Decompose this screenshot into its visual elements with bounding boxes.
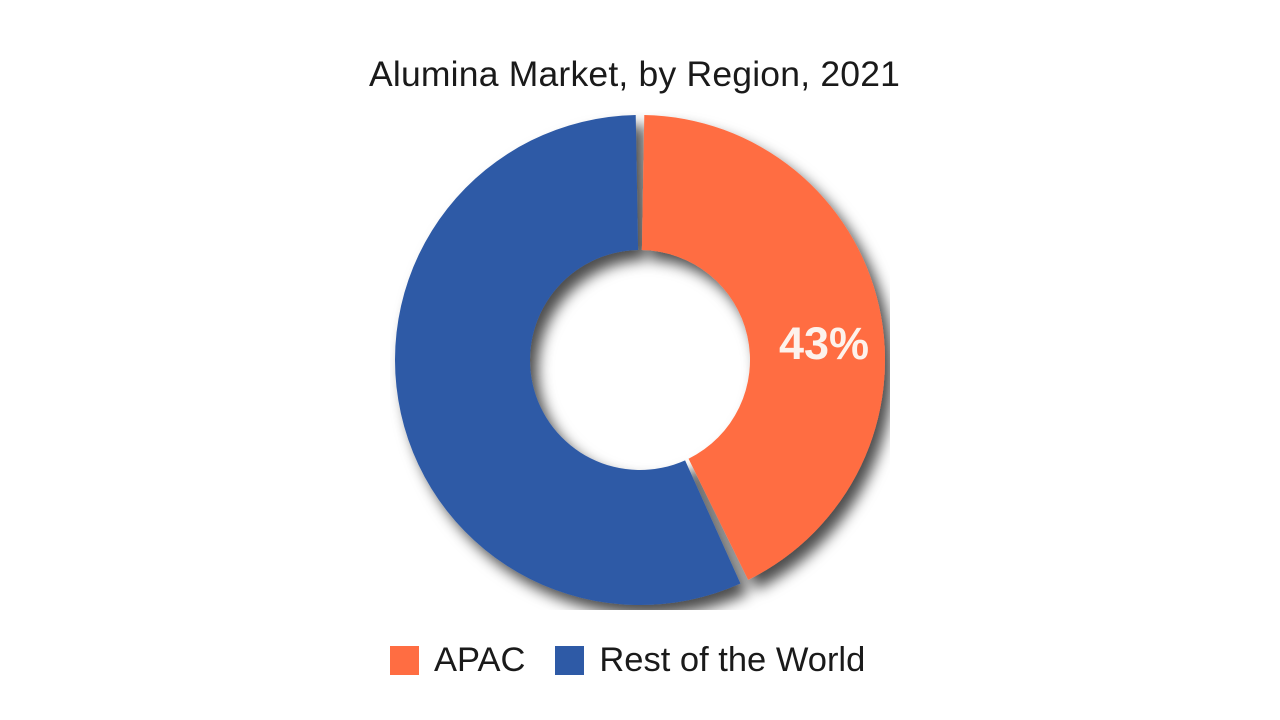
svg-text:43%: 43% [779, 318, 869, 369]
